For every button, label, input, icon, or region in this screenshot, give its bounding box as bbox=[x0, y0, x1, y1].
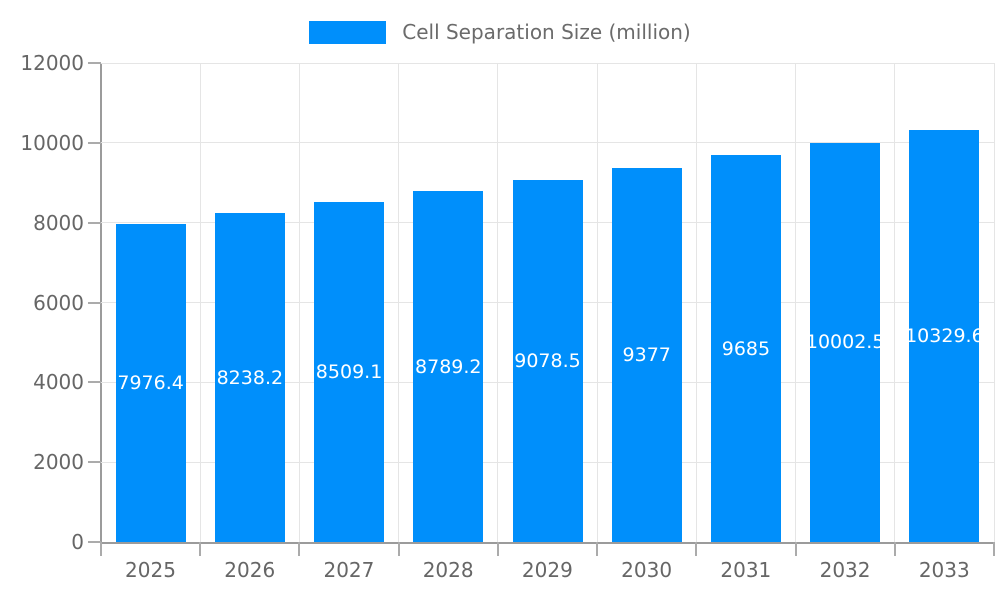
y-axis-tick bbox=[88, 461, 101, 464]
gridline-vertical bbox=[298, 63, 300, 542]
bar-value-label: 10329.6 bbox=[909, 324, 980, 347]
y-axis-tick bbox=[88, 381, 101, 384]
x-axis-tick bbox=[100, 542, 102, 556]
legend-item[interactable]: Cell Separation Size (million) bbox=[309, 20, 691, 44]
x-axis-label: 2026 bbox=[224, 558, 276, 582]
x-axis-label: 2028 bbox=[422, 558, 474, 582]
x-axis-tick bbox=[893, 542, 896, 556]
bar-2030[interactable]: 9377 bbox=[611, 167, 682, 542]
legend: Cell Separation Size (million) bbox=[0, 20, 1000, 44]
x-axis-tick bbox=[298, 542, 301, 556]
x-axis-label: 2031 bbox=[720, 558, 772, 582]
x-axis-tick bbox=[596, 542, 599, 556]
gridline-vertical bbox=[993, 63, 995, 542]
x-axis-tick bbox=[496, 542, 499, 556]
y-axis-label: 4000 bbox=[33, 370, 84, 395]
legend-swatch-icon bbox=[309, 20, 387, 44]
gridline-vertical bbox=[795, 63, 797, 542]
y-axis-tick bbox=[88, 141, 101, 144]
x-axis-label: 2029 bbox=[521, 558, 573, 582]
bar-2027[interactable]: 8509.1 bbox=[314, 202, 385, 542]
gridline-vertical bbox=[398, 63, 400, 542]
x-axis-tick bbox=[794, 542, 797, 556]
y-axis-tick bbox=[88, 541, 101, 543]
bar-value-label: 9685 bbox=[721, 337, 771, 360]
y-axis-label: 10000 bbox=[20, 130, 84, 155]
x-axis-tick bbox=[397, 542, 400, 556]
x-axis-label: 2033 bbox=[918, 558, 970, 582]
y-axis-label: 0 bbox=[71, 530, 84, 554]
gridline-vertical bbox=[695, 63, 697, 542]
x-axis-line bbox=[101, 542, 994, 544]
y-axis-label: 6000 bbox=[33, 290, 84, 315]
bar-value-label: 10002.5 bbox=[810, 331, 881, 354]
gridline-vertical bbox=[894, 63, 896, 542]
x-axis-tick bbox=[695, 542, 698, 556]
bar-2029[interactable]: 9078.5 bbox=[512, 179, 583, 542]
bar-2028[interactable]: 8789.2 bbox=[413, 191, 484, 542]
x-axis-label: 2025 bbox=[125, 558, 176, 582]
y-axis-label: 12000 bbox=[20, 51, 84, 75]
y-axis-tick bbox=[88, 221, 101, 224]
plot-area: 7976.4 8238.2 8509.1 8789.2 9078.5 9377 9685 10… bbox=[101, 62, 995, 542]
y-axis-label: 2000 bbox=[33, 450, 84, 475]
y-axis-tick bbox=[88, 301, 101, 304]
x-axis-label: 2032 bbox=[819, 558, 871, 582]
gridline-horizontal bbox=[101, 142, 994, 144]
gridline-vertical bbox=[199, 63, 201, 542]
bar-value-label: 9078.5 bbox=[514, 349, 581, 372]
bar-value-label: 8238.2 bbox=[216, 366, 284, 389]
y-axis-label: 8000 bbox=[33, 210, 84, 235]
bar-2033[interactable]: 10329.6 bbox=[909, 129, 980, 542]
gridline-horizontal bbox=[101, 62, 994, 64]
bar-value-label: 8789.2 bbox=[415, 355, 482, 378]
x-axis-label: 2030 bbox=[621, 558, 673, 582]
bar-2026[interactable]: 8238.2 bbox=[214, 213, 285, 542]
x-axis-label: 2027 bbox=[323, 558, 375, 582]
x-axis-tick bbox=[199, 542, 202, 556]
bar-2025[interactable]: 7976.4 bbox=[115, 223, 186, 542]
bar-2032[interactable]: 10002.5 bbox=[810, 142, 881, 542]
x-axis-tick bbox=[993, 542, 995, 556]
legend-label: Cell Separation Size (million) bbox=[402, 20, 691, 44]
gridline-vertical bbox=[596, 63, 598, 542]
bar-value-label: 8509.1 bbox=[315, 361, 383, 384]
bar-value-label: 7976.4 bbox=[117, 371, 184, 394]
bar-2031[interactable]: 9685 bbox=[710, 155, 781, 542]
bar-value-label: 9377 bbox=[622, 343, 671, 366]
gridline-vertical bbox=[497, 63, 499, 542]
y-axis-tick bbox=[88, 62, 101, 64]
